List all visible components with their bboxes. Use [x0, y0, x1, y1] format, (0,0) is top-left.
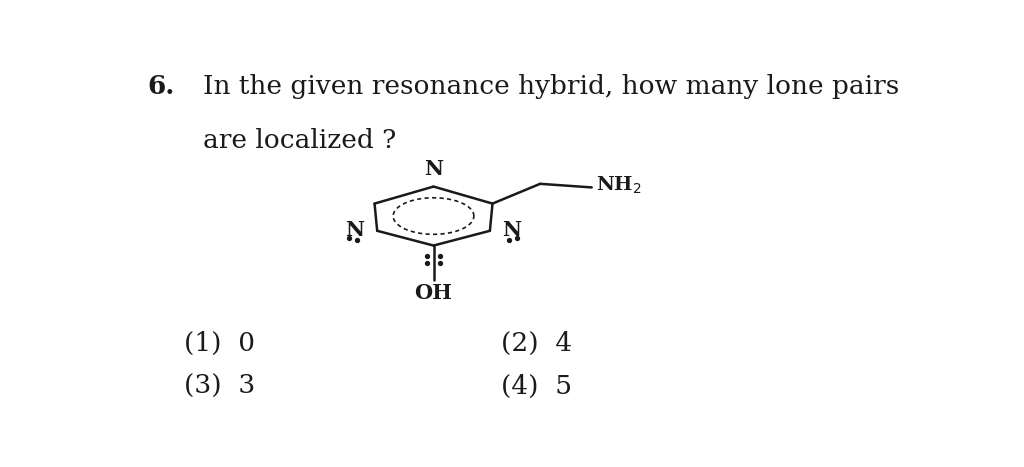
Text: (2)  4: (2) 4 — [501, 331, 572, 356]
Text: (3)  3: (3) 3 — [183, 374, 255, 399]
Text: N: N — [424, 159, 443, 179]
Text: (4)  5: (4) 5 — [501, 374, 572, 399]
Text: (1)  0: (1) 0 — [183, 331, 255, 356]
Text: are localized ?: are localized ? — [204, 128, 396, 153]
Text: N: N — [503, 219, 521, 240]
Text: N: N — [345, 219, 365, 240]
Text: In the given resonance hybrid, how many lone pairs: In the given resonance hybrid, how many … — [204, 74, 900, 99]
Text: 6.: 6. — [147, 74, 175, 99]
Text: OH: OH — [415, 283, 453, 303]
Text: NH$_2$: NH$_2$ — [596, 175, 642, 196]
